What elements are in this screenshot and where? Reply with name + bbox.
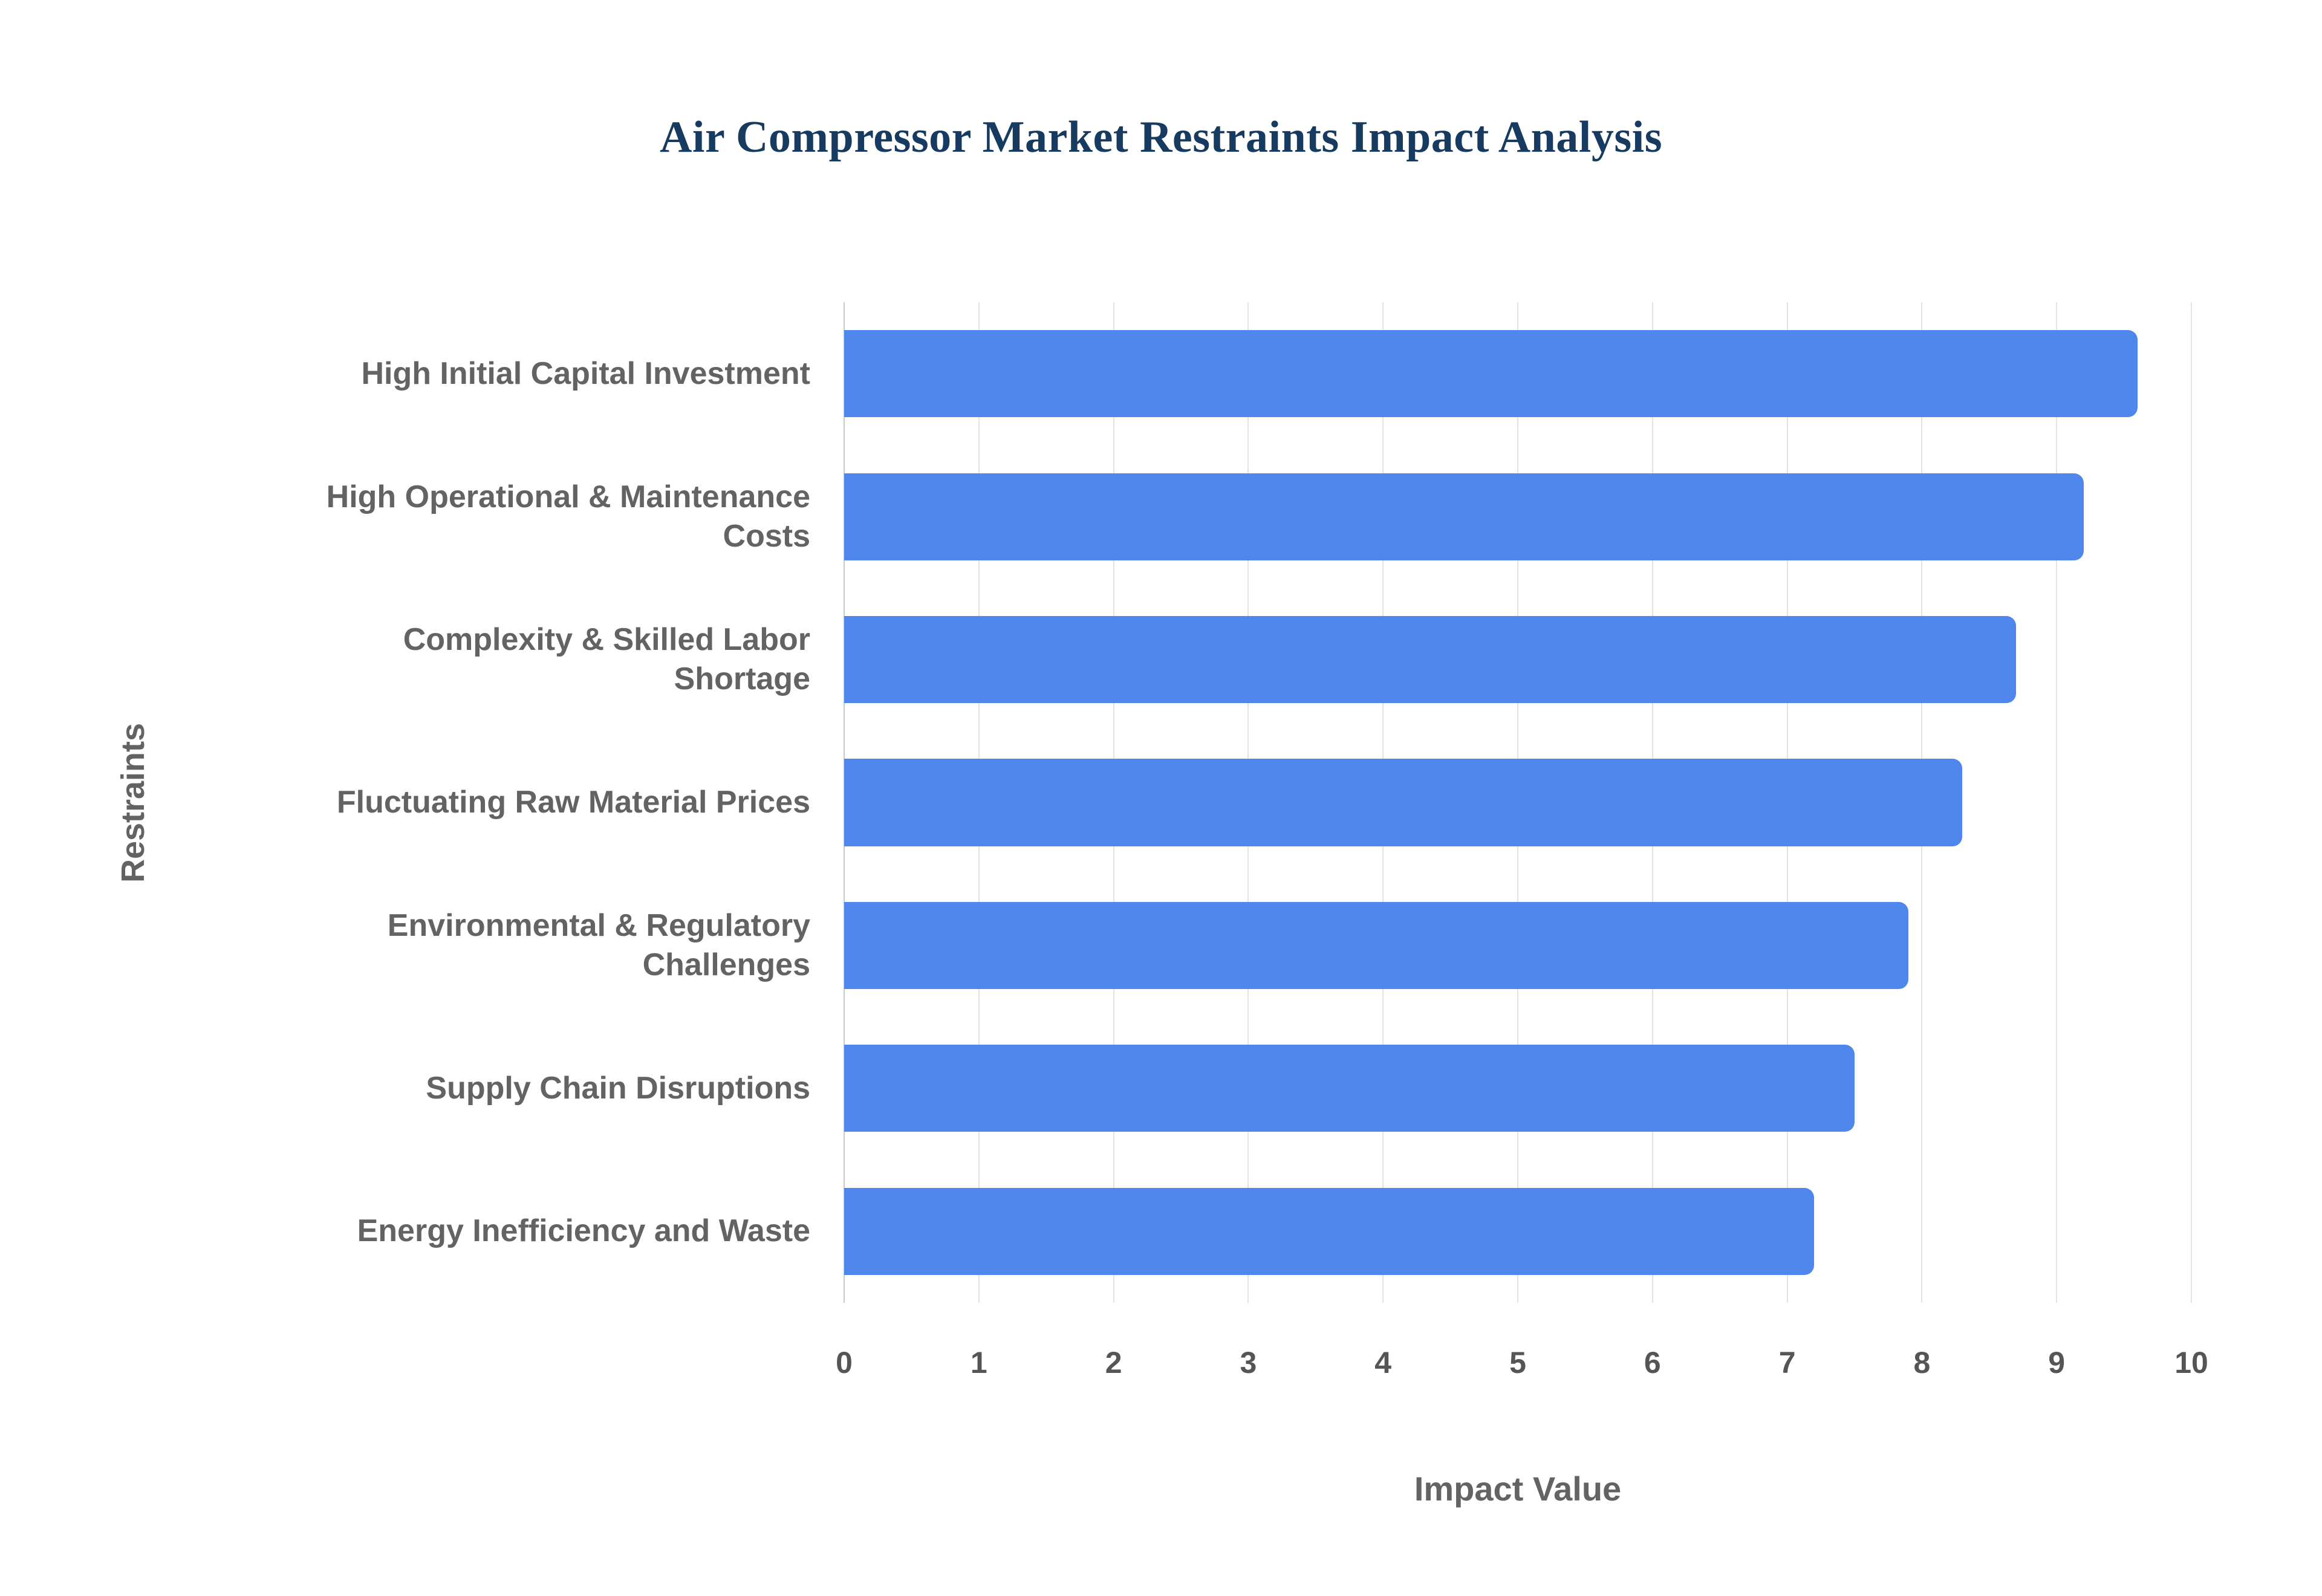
- x-tick-label-5: 5: [1509, 1346, 1526, 1380]
- bar-complexity-skilled-labor-shortage: [844, 615, 2017, 704]
- x-tick-label-1: 1: [970, 1346, 987, 1380]
- category-label-high-operational-maintenance-costs: High Operational & Maintenance Costs: [326, 479, 810, 554]
- bar-high-initial-capital-investment: [844, 330, 2138, 418]
- category-label-row-high-operational-maintenance-costs: High Operational & Maintenance Costs: [260, 445, 810, 588]
- x-tick-label-0: 0: [836, 1346, 853, 1380]
- x-tick-label-3: 3: [1240, 1346, 1257, 1380]
- category-label-supply-chain-disruptions: Supply Chain Disruptions: [426, 1070, 810, 1106]
- category-label-row-high-initial-capital-investment: High Initial Capital Investment: [260, 302, 810, 445]
- x-tick-label-2: 2: [1105, 1346, 1122, 1380]
- category-label-high-initial-capital-investment: High Initial Capital Investment: [361, 355, 810, 391]
- bar-energy-inefficiency-and-waste: [844, 1187, 1815, 1275]
- category-label-row-complexity-skilled-labor-shortage: Complexity & Skilled Labor Shortage: [260, 588, 810, 731]
- category-label-row-environmental-regulatory-challenges: Environmental & Regulatory Challenges: [260, 874, 810, 1017]
- gridline-9: [2056, 302, 2058, 1303]
- bar-high-operational-maintenance-costs: [844, 473, 2084, 560]
- x-tick-label-7: 7: [1778, 1346, 1796, 1380]
- bar-environmental-regulatory-challenges: [844, 901, 1909, 990]
- gridline-10: [2191, 302, 2192, 1303]
- category-label-fluctuating-raw-material-prices: Fluctuating Raw Material Prices: [336, 784, 810, 820]
- plot-area: [844, 302, 2192, 1303]
- category-label-environmental-regulatory-challenges: Environmental & Regulatory Challenges: [387, 907, 810, 982]
- category-label-row-supply-chain-disruptions: Supply Chain Disruptions: [260, 1017, 810, 1160]
- bar-row-high-operational-maintenance-costs: [844, 445, 2191, 588]
- bar-row-fluctuating-raw-material-prices: [844, 731, 2191, 874]
- category-labels: High Initial Capital Investment High Oper…: [260, 302, 810, 1303]
- x-axis-title: Impact Value: [1414, 1470, 1622, 1508]
- bar-row-complexity-skilled-labor-shortage: [844, 588, 2191, 731]
- category-label-row-energy-inefficiency-and-waste: Energy Inefficiency and Waste: [260, 1160, 810, 1303]
- category-label-row-fluctuating-raw-material-prices: Fluctuating Raw Material Prices: [260, 731, 810, 874]
- bar-row-energy-inefficiency-and-waste: [844, 1160, 2191, 1303]
- x-tick-label-4: 4: [1374, 1346, 1392, 1380]
- chart-title: Air Compressor Market Restraints Impact …: [659, 112, 1663, 162]
- category-label-energy-inefficiency-and-waste: Energy Inefficiency and Waste: [357, 1213, 810, 1249]
- bar-row-supply-chain-disruptions: [844, 1017, 2191, 1160]
- y-axis-title: Restraints: [97, 302, 169, 1303]
- x-tick-label-9: 9: [2048, 1346, 2066, 1380]
- x-tick-labels: 0 1 2 3 4 5 6 7 8 9 10: [836, 1345, 2208, 1387]
- bar-series: [844, 302, 2191, 1303]
- x-tick-label-8: 8: [1913, 1346, 1931, 1380]
- bar-supply-chain-disruptions: [844, 1045, 1855, 1132]
- y-axis-title-text: Restraints: [115, 722, 151, 883]
- category-label-complexity-skilled-labor-shortage: Complexity & Skilled Labor Shortage: [403, 622, 810, 697]
- x-tick-label-6: 6: [1644, 1346, 1661, 1380]
- x-tick-label-10: 10: [2174, 1346, 2208, 1380]
- bar-row-high-initial-capital-investment: [844, 302, 2191, 445]
- bar-row-environmental-regulatory-challenges: [844, 874, 2191, 1017]
- bar-fluctuating-raw-material-prices: [844, 759, 1963, 846]
